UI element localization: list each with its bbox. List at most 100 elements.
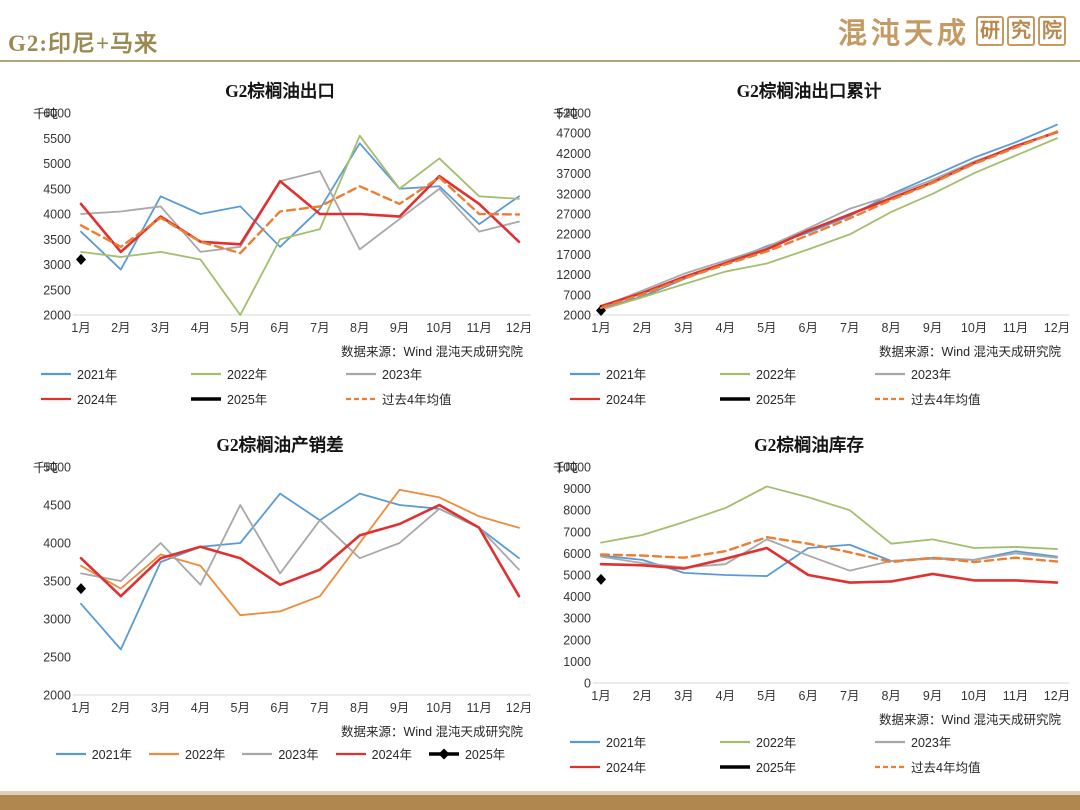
legend-label: 2025年 — [227, 393, 268, 407]
series-2023 — [600, 538, 1058, 572]
svg-text:5月: 5月 — [757, 689, 776, 703]
y-axis-unit: 千吨 — [553, 107, 579, 121]
chart-canvas-exports: 2000 2500 3000 3500 4000 4500 5000 5500 6000 1月 2月… — [43, 107, 532, 336]
legend-item-2024: 2024年 — [40, 389, 190, 408]
svg-text:1月: 1月 — [591, 689, 610, 703]
svg-text:1月: 1月 — [71, 321, 90, 335]
svg-text:12月: 12月 — [1044, 321, 1070, 335]
chart-legend: 2021年 2022年 2023年 2024年 2025年 — [25, 744, 535, 763]
legend-item-avg-4yr: 过去4年均值 — [874, 757, 1049, 776]
legend-swatch-avg-4yr — [875, 765, 905, 768]
svg-text:5000: 5000 — [43, 461, 71, 475]
brand-logo-seal: 研 究 院 — [976, 16, 1066, 46]
svg-text:8月: 8月 — [350, 321, 369, 335]
svg-text:27000: 27000 — [556, 208, 591, 222]
svg-text:2000: 2000 — [43, 309, 71, 323]
seal-char: 院 — [1038, 16, 1066, 46]
svg-text:4月: 4月 — [716, 321, 735, 335]
chart-canvas-production-sales-gap: 2000 2500 3000 3500 4000 4500 5000 1月 2月 3月 4月 5月 6月… — [43, 461, 532, 716]
chart-canvas-inventory: 0 1000 2000 3000 4000 5000 6000 7000 8000 9000 100… — [556, 461, 1070, 704]
legend-label: 2025年 — [756, 393, 797, 407]
legend-label: 2023年 — [911, 736, 952, 750]
footer-accent-line — [0, 791, 1080, 795]
series-avg-4yr — [599, 130, 1059, 310]
legend-item-2021: 2021年 — [569, 732, 719, 751]
svg-text:10月: 10月 — [961, 689, 987, 703]
svg-text:3月: 3月 — [151, 321, 170, 335]
svg-text:0: 0 — [584, 677, 591, 691]
legend-swatch-2023 — [242, 752, 273, 755]
svg-text:5000: 5000 — [563, 569, 591, 583]
svg-text:12月: 12月 — [506, 701, 532, 715]
legend-label: 2022年 — [185, 748, 226, 762]
svg-text:7000: 7000 — [563, 525, 591, 539]
series-2022 — [600, 485, 1058, 550]
series-2023 — [80, 504, 520, 586]
legend-item-2025: 2025年 — [719, 389, 874, 408]
svg-text:2月: 2月 — [633, 689, 652, 703]
svg-text:1000: 1000 — [563, 655, 591, 669]
svg-text:2月: 2月 — [633, 321, 652, 335]
legend-item-2021: 2021年 — [55, 744, 132, 763]
footer-bar — [0, 795, 1080, 810]
chart-title: G2棕榈油出口 — [225, 81, 335, 101]
svg-text:10月: 10月 — [426, 701, 452, 715]
data-source-note: 数据来源：Wind 混沌天成研究院 — [879, 713, 1061, 727]
svg-text:8月: 8月 — [881, 321, 900, 335]
legend-item-2024: 2024年 — [335, 744, 412, 763]
svg-text:5月: 5月 — [231, 321, 250, 335]
header-divider — [0, 60, 1080, 62]
legend-item-2023: 2023年 — [241, 744, 319, 763]
legend-item-2024: 2024年 — [569, 389, 719, 408]
svg-text:6000: 6000 — [43, 107, 71, 121]
svg-text:4500: 4500 — [43, 182, 71, 196]
legend-label: 2022年 — [227, 368, 268, 382]
svg-text:5000: 5000 — [43, 157, 71, 171]
legend-label: 2023年 — [911, 368, 952, 382]
chart-title: G2棕榈油出口累计 — [736, 81, 882, 101]
svg-text:3月: 3月 — [674, 689, 693, 703]
legend-label: 过去4年均值 — [911, 393, 981, 407]
series-2025-marker — [596, 573, 606, 585]
legend-swatch-2021 — [55, 752, 86, 755]
legend-swatch-avg-4yr — [875, 397, 905, 400]
chart-g2-palm-oil-production-sales-gap: G2棕榈油产销差 千吨 2000 2500 3000 3500 4000 4500 5000… — [25, 432, 535, 784]
svg-text:10000: 10000 — [556, 461, 591, 475]
y-axis-unit: 千吨 — [33, 461, 59, 475]
y-axis-unit: 千吨 — [33, 107, 59, 121]
legend-label: 2024年 — [606, 761, 647, 775]
svg-text:17000: 17000 — [556, 248, 591, 262]
legend-swatch-2024 — [335, 752, 366, 755]
chart-legend: 2021年 2022年 2023年 2024年 2025年 过去4年均值 — [545, 732, 1073, 776]
series-2025-marker — [76, 583, 86, 595]
legend-swatch-2023 — [346, 372, 376, 375]
svg-text:7月: 7月 — [310, 321, 329, 335]
svg-text:3000: 3000 — [43, 258, 71, 272]
svg-text:11月: 11月 — [466, 321, 491, 335]
legend-item-2022: 2022年 — [190, 364, 345, 383]
svg-text:3月: 3月 — [151, 701, 170, 715]
legend-item-2023: 2023年 — [874, 732, 1049, 751]
legend-swatch-2023 — [875, 740, 905, 743]
legend-label: 2021年 — [91, 748, 133, 762]
legend-swatch-2023 — [875, 372, 905, 375]
svg-text:5500: 5500 — [43, 132, 71, 146]
legend-label: 2024年 — [606, 393, 647, 407]
legend-swatch-2025 — [720, 396, 750, 401]
legend-swatch-2025 — [191, 396, 221, 401]
svg-text:11月: 11月 — [1003, 321, 1028, 335]
legend-item-avg-4yr: 过去4年均值 — [345, 389, 520, 408]
series-2024 — [79, 503, 521, 598]
legend-item-avg-4yr: 过去4年均值 — [874, 389, 1049, 408]
svg-text:4000: 4000 — [43, 537, 71, 551]
chart-title: G2棕榈油产销差 — [216, 435, 344, 455]
series-2023 — [80, 170, 520, 253]
chart-title: G2棕榈油库存 — [754, 435, 864, 455]
page-title: G2:印尼+马来 — [8, 31, 159, 56]
legend-swatch-2021 — [570, 372, 600, 375]
series-2022 — [600, 137, 1058, 311]
chart-legend: 2021年 2022年 2023年 2024年 2025年 过去4年均值 — [545, 364, 1073, 408]
svg-text:9月: 9月 — [390, 701, 409, 715]
seal-char: 究 — [1007, 16, 1035, 46]
